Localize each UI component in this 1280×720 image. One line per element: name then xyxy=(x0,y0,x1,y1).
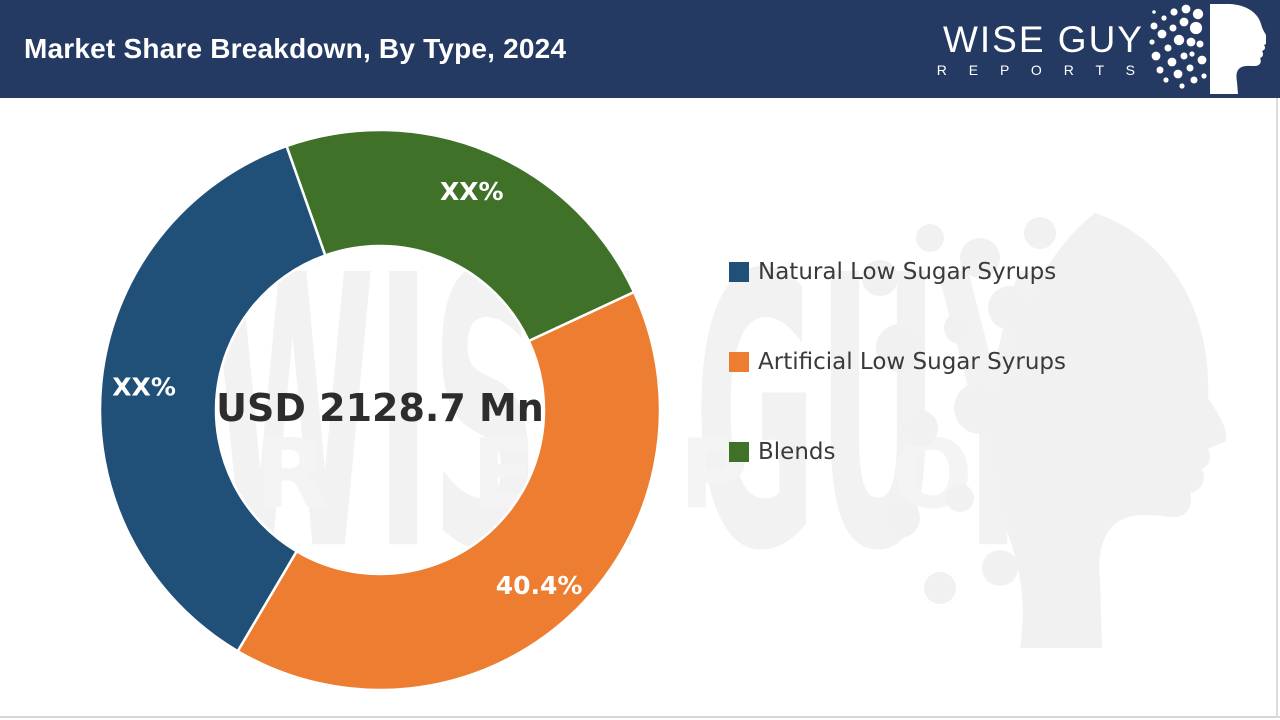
legend-label-natural: Natural Low Sugar Syrups xyxy=(758,259,1057,285)
logo-face-silhouette xyxy=(1210,4,1266,94)
logo-wordmark: WISE GUY R E P O R T S xyxy=(937,21,1144,77)
donut-segment-blends xyxy=(285,128,636,343)
right-border-line xyxy=(1276,98,1278,718)
slice-label: 40.4% xyxy=(496,571,583,600)
slice-label: XX% xyxy=(440,177,504,206)
logo-face-icon xyxy=(1149,4,1266,94)
legend-item-blends: Blends xyxy=(729,438,1066,466)
header-bar: Market Share Breakdown, By Type, 2024 WI… xyxy=(0,0,1280,98)
legend-label-blends: Blends xyxy=(758,439,836,465)
legend-item-natural: Natural Low Sugar Syrups xyxy=(729,258,1066,286)
chart-legend: Natural Low Sugar Syrups Artificial Low … xyxy=(729,258,1066,528)
page-title: Market Share Breakdown, By Type, 2024 xyxy=(24,33,567,64)
legend-swatch-natural xyxy=(729,262,749,282)
slice-label: XX% xyxy=(112,373,176,402)
wiseguy-logo: WISE GUY R E P O R T S xyxy=(937,0,1266,98)
chart-center-value: USD 2128.7 Mn xyxy=(216,386,544,430)
legend-swatch-blends xyxy=(729,442,749,462)
donut-chart: XX% 40.4% XX% xyxy=(98,128,662,692)
donut-segment-natural-low-sugar-syrups xyxy=(98,144,327,653)
legend-item-artificial: Artificial Low Sugar Syrups xyxy=(729,348,1066,376)
legend-label-artificial: Artificial Low Sugar Syrups xyxy=(758,349,1066,375)
logo-line1: WISE GUY xyxy=(942,19,1144,60)
logo-line2: R E P O R T S xyxy=(936,62,1144,78)
bottom-border-line xyxy=(0,716,1280,718)
legend-swatch-artificial xyxy=(729,352,749,372)
donut-segment-artificial-low-sugar-syrups xyxy=(236,290,662,692)
